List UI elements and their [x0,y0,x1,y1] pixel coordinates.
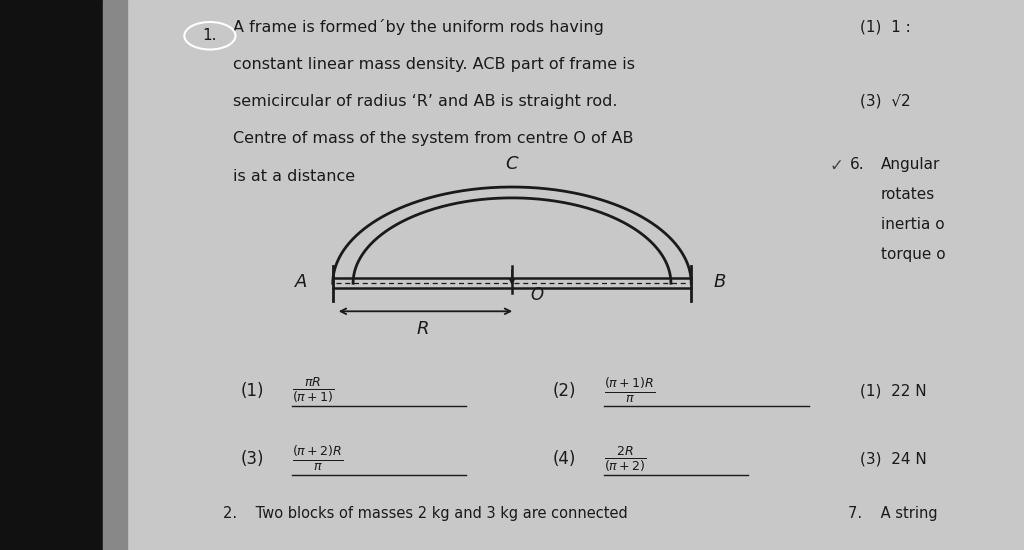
Text: $\frac{(\pi+1)R}{\pi}$: $\frac{(\pi+1)R}{\pi}$ [604,376,655,405]
Text: $\frac{2R}{(\pi+2)}$: $\frac{2R}{(\pi+2)}$ [604,445,647,474]
Text: C: C [506,155,518,173]
Text: 1.: 1. [203,28,217,43]
Text: (1)  22 N: (1) 22 N [860,383,927,398]
Text: semicircular of radius ‘R’ and AB is straight rod.: semicircular of radius ‘R’ and AB is str… [233,94,617,109]
Text: (1)  1 :: (1) 1 : [860,19,911,34]
Text: Centre of mass of the system from centre O of AB: Centre of mass of the system from centre… [233,131,634,146]
Text: (3)  24 N: (3) 24 N [860,452,927,467]
Text: ✓: ✓ [829,157,844,175]
Text: Angular: Angular [881,157,940,172]
Text: (1): (1) [241,382,264,399]
Text: $\frac{(\pi+2)R}{\pi}$: $\frac{(\pi+2)R}{\pi}$ [292,445,343,474]
Text: A frame is formed´by the uniform rods having: A frame is formed´by the uniform rods ha… [233,19,604,35]
Text: (3)  √2: (3) √2 [860,94,910,108]
Text: 2.    Two blocks of masses 2 kg and 3 kg are connected: 2. Two blocks of masses 2 kg and 3 kg ar… [223,507,628,521]
Text: constant linear mass density. ACB part of frame is: constant linear mass density. ACB part o… [233,57,636,72]
Text: (2): (2) [553,382,577,399]
Text: rotates: rotates [881,187,935,202]
Text: A: A [295,273,307,290]
Text: inertia o: inertia o [881,217,944,232]
Text: torque o: torque o [881,248,945,262]
Text: is at a distance: is at a distance [233,169,355,184]
Text: 7.    A string: 7. A string [848,507,938,521]
Text: B: B [714,273,726,290]
Bar [0,0,103,550]
Bar [103,0,127,550]
Text: (4): (4) [553,450,577,468]
Text: 6.: 6. [850,157,864,172]
Text: R: R [416,320,429,338]
Text: $\frac{\pi R}{(\pi+1)}$: $\frac{\pi R}{(\pi+1)}$ [292,376,335,405]
Text: (3): (3) [241,450,264,468]
Text: O: O [530,286,544,304]
